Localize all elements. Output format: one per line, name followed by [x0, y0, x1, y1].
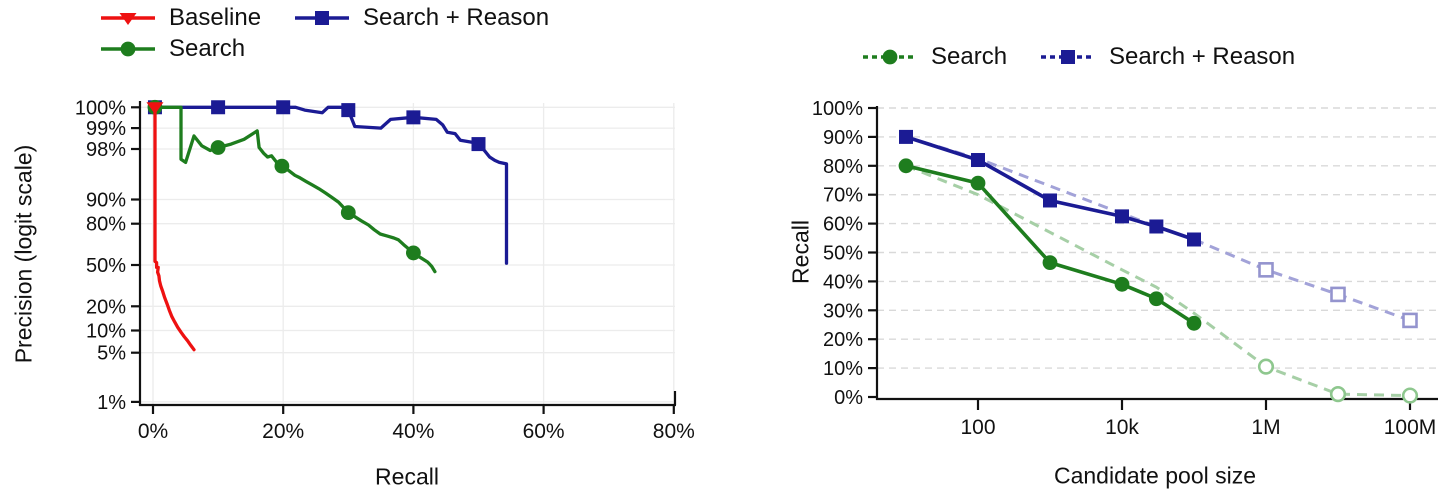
right-x-tick-label: 100M: [1384, 416, 1437, 439]
left-x-tick-label: 80%: [653, 420, 695, 443]
search-legend-marker: [863, 49, 917, 65]
baseline-legend-swatch: [98, 6, 158, 30]
right-x-tick-label: 1M: [1251, 416, 1280, 439]
right-y-tick-label: 90%: [823, 127, 863, 149]
search-reason-series-right: [899, 129, 1418, 329]
search-reason-legend-marker: [1041, 50, 1095, 64]
left-y-tick-label: 1%: [97, 392, 126, 414]
right-gridlines: [877, 107, 1440, 369]
search-series: [147, 99, 437, 274]
search-reason-series: [147, 100, 509, 265]
right-y-tick-label: 50%: [823, 243, 863, 265]
left-y-tick-label: 10%: [86, 321, 126, 343]
right-y-tick-label: 0%: [834, 387, 863, 409]
left-y-tick-label: 20%: [86, 296, 126, 318]
legend-label-search: Search: [169, 35, 246, 62]
left-y-tick-label: 50%: [86, 255, 126, 277]
right-x-axis-label: Candidate pool size: [1053, 462, 1257, 489]
search-reason-legend-marker: [295, 11, 349, 25]
left-x-axis-label: Recall: [375, 463, 439, 490]
search-reason-legend-swatch: [292, 6, 352, 30]
left-x-tick-label: 0%: [138, 420, 168, 443]
right-y-tick-label: 40%: [823, 271, 863, 293]
left-x-tick-label: 60%: [523, 420, 565, 443]
left-y-tick-label: 100%: [75, 97, 126, 119]
right-y-tick-label: 60%: [823, 214, 863, 236]
right-y-axis-label: Recall: [787, 220, 814, 284]
legend-label-search-reason-right: Search + Reason: [1109, 43, 1296, 70]
baseline-series: [146, 102, 196, 352]
left-y-tick-label: 80%: [86, 214, 126, 236]
legend-label-search-right: Search: [931, 43, 1008, 70]
right-axes: 0% 10% 20% 30% 40% 50% 60% 70% 80% 90% 100% 100 10k 1…: [812, 98, 1438, 439]
right-y-tick-label: 80%: [823, 156, 863, 178]
legend-item-baseline: Baseline: [98, 5, 261, 31]
search-series-right: [898, 158, 1419, 404]
search-legend-marker: [101, 41, 155, 57]
left-y-tick-label: 98%: [86, 139, 126, 161]
right-y-tick-label: 100%: [812, 98, 863, 120]
right-y-tick-label: 10%: [823, 358, 863, 380]
search-reason-legend-swatch-right: [1038, 45, 1098, 69]
right-y-tick-label: 70%: [823, 185, 863, 207]
legend-label-baseline: Baseline: [169, 4, 262, 31]
left-y-axis-label: Precision (logit scale): [10, 144, 37, 364]
left-y-tick-label: 5%: [97, 343, 126, 365]
left-y-tick-label: 90%: [86, 190, 126, 212]
left-x-tick-label: 40%: [392, 420, 434, 443]
legend-item-search-left: Search: [98, 36, 245, 62]
legend-item-search-reason-left: Search + Reason: [292, 5, 549, 31]
left-y-tick-label: 99%: [86, 118, 126, 140]
right-x-tick-label: 10k: [1105, 416, 1139, 439]
left-axes: 100%99%98%90%80%50%20%10%5%1%0% 20% 40% 60%…: [75, 97, 695, 443]
right-y-tick-label: 30%: [823, 300, 863, 322]
right-y-tick-label: 20%: [823, 329, 863, 351]
baseline-legend-marker: [101, 13, 155, 25]
search-legend-swatch: [98, 37, 158, 61]
legend-label-search-reason: Search + Reason: [363, 4, 550, 31]
search-legend-swatch-right: [860, 45, 920, 69]
legend-item-search-reason-right: Search + Reason: [1038, 44, 1295, 70]
left-x-tick-label: 20%: [262, 420, 304, 443]
right-x-tick-label: 100: [960, 416, 995, 439]
legend-item-search-right: Search: [860, 44, 1007, 70]
